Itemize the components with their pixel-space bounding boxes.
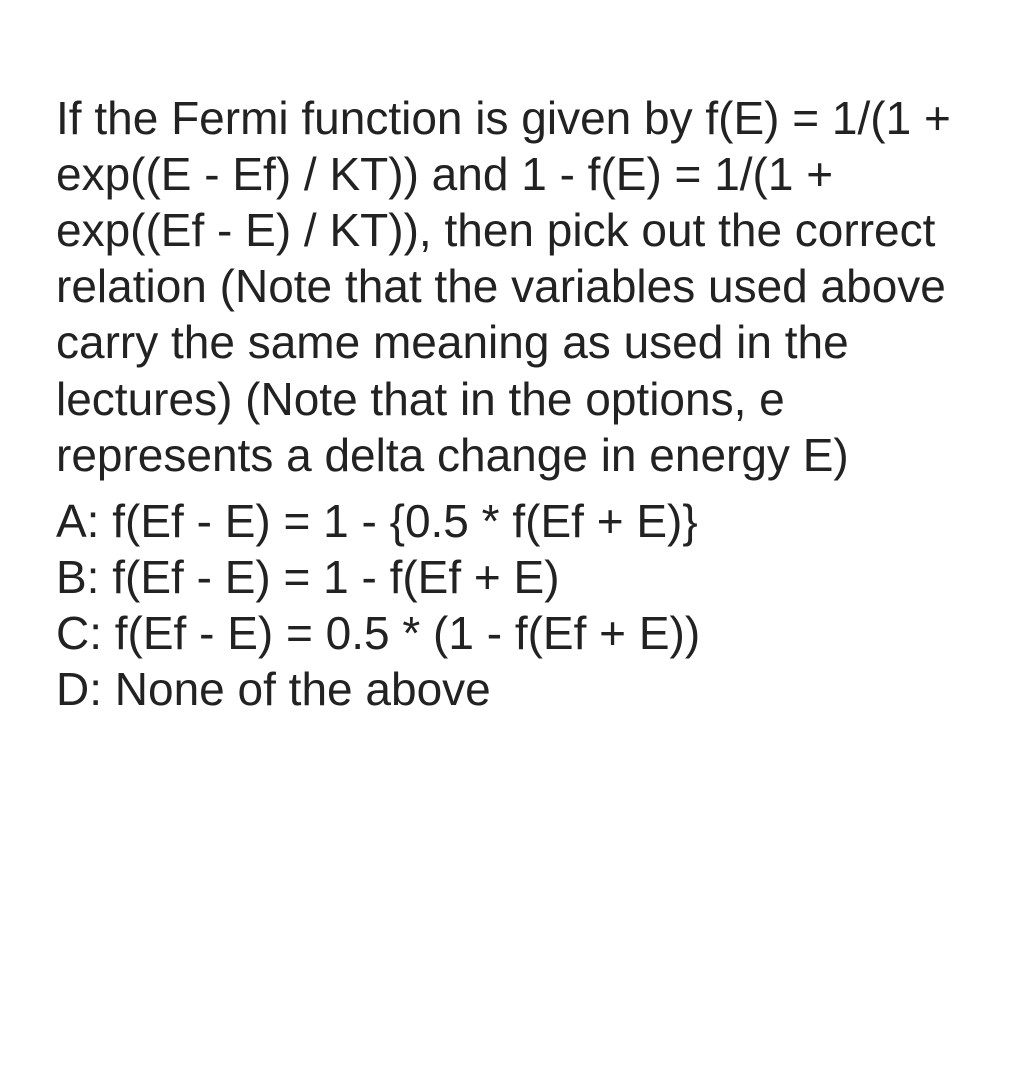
option-text: f(Ef - E) = 1 - {0.5 * f(Ef + E)} xyxy=(112,495,697,547)
option-text: None of the above xyxy=(115,663,491,715)
option-text: f(Ef - E) = 0.5 * (1 - f(Ef + E)) xyxy=(115,607,700,659)
option-label: C: xyxy=(56,607,102,659)
option-label: B: xyxy=(56,551,99,603)
option-a: A: f(Ef - E) = 1 - {0.5 * f(Ef + E)} xyxy=(56,493,968,549)
option-label: D: xyxy=(56,663,102,715)
question-page: If the Fermi function is given by f(E) =… xyxy=(0,0,1024,757)
option-d: D: None of the above xyxy=(56,661,968,717)
option-c: C: f(Ef - E) = 0.5 * (1 - f(Ef + E)) xyxy=(56,605,968,661)
option-b: B: f(Ef - E) = 1 - f(Ef + E) xyxy=(56,549,968,605)
option-label: A: xyxy=(56,495,99,547)
option-text: f(Ef - E) = 1 - f(Ef + E) xyxy=(112,551,559,603)
question-stem: If the Fermi function is given by f(E) =… xyxy=(56,90,968,483)
options-list: A: f(Ef - E) = 1 - {0.5 * f(Ef + E)} B: … xyxy=(56,493,968,717)
